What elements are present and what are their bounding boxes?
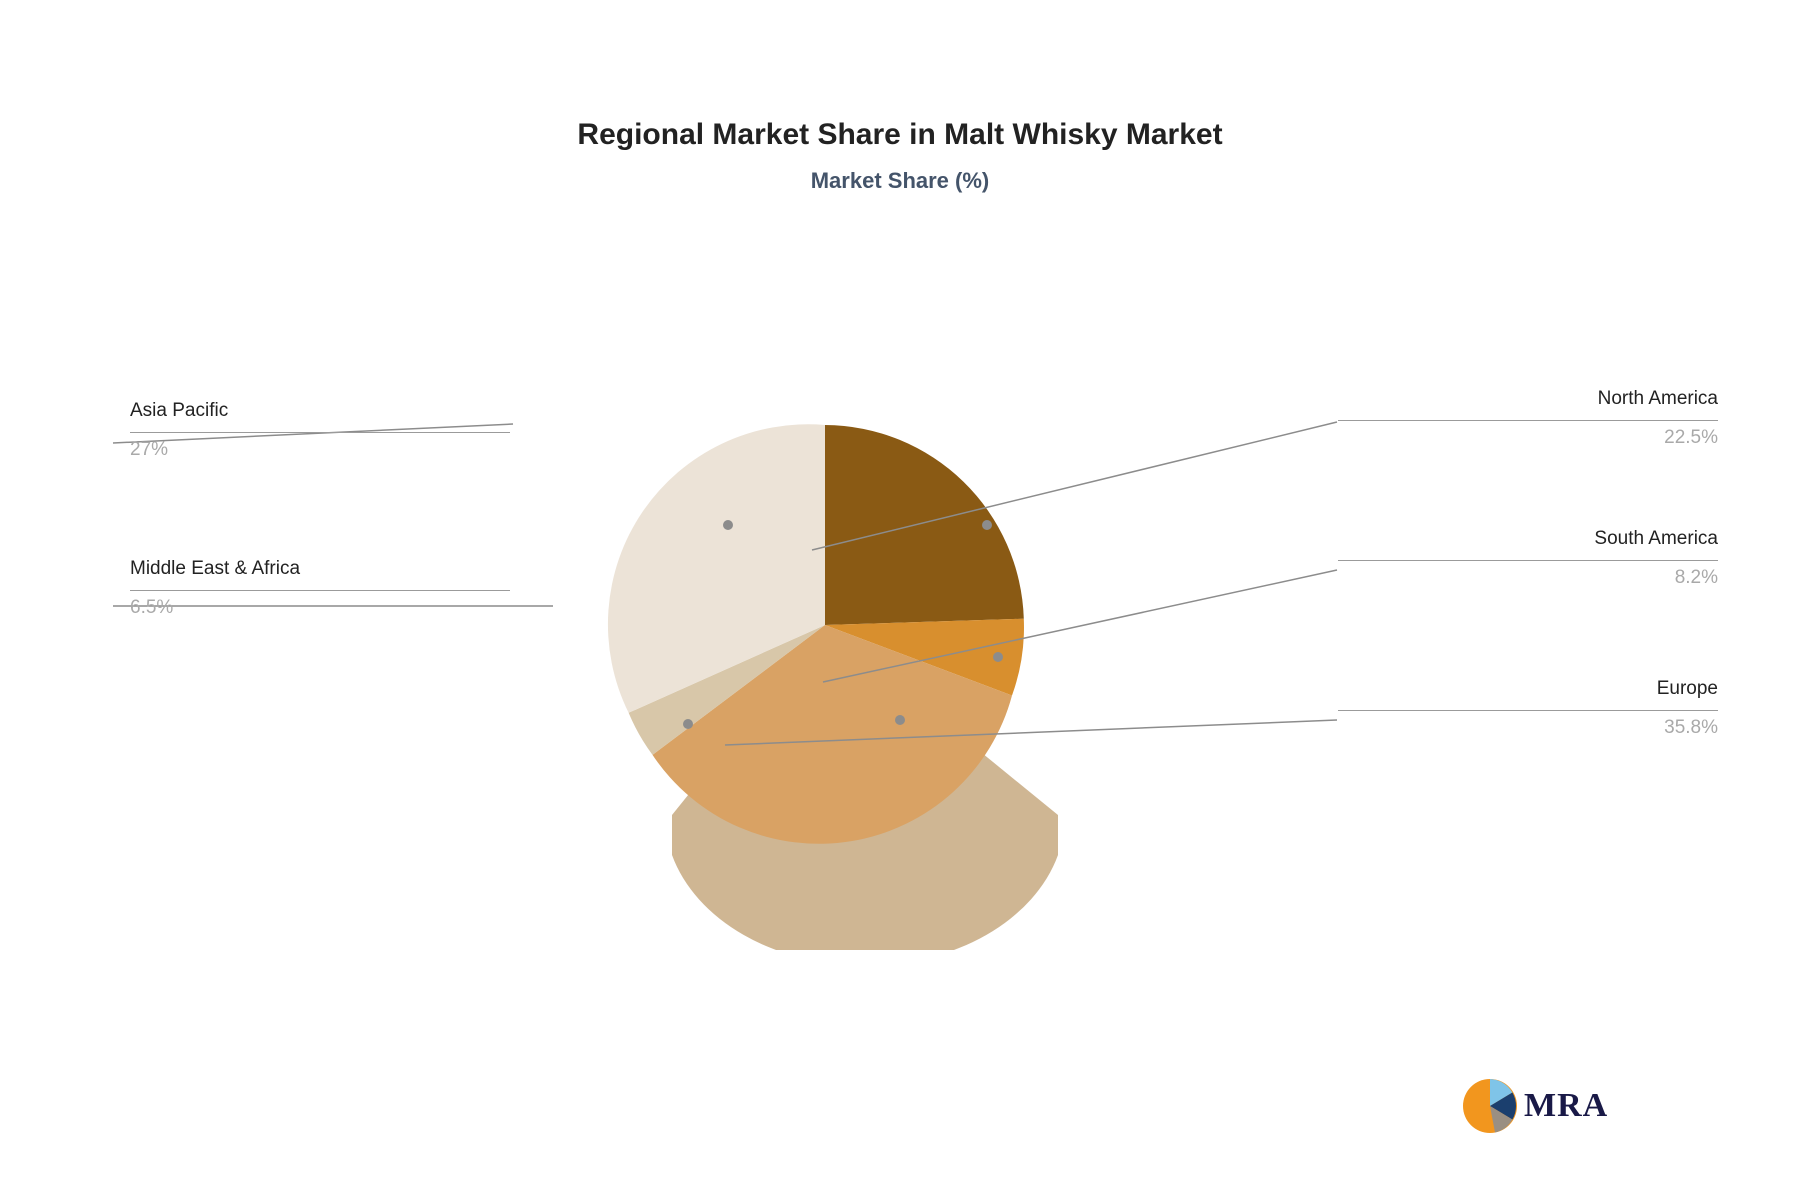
chart-subtitle: Market Share (%): [0, 168, 1800, 194]
pie-chart-svg-wrap: [500, 300, 1150, 950]
label-north-america: North America 22.5%: [1338, 388, 1718, 449]
chart-title: Regional Market Share in Malt Whisky Mar…: [0, 118, 1800, 152]
label-south-america: South America 8.2%: [1338, 528, 1718, 589]
mra-logo: MRA: [1462, 1078, 1608, 1134]
label-asia-pacific: Asia Pacific 27%: [130, 400, 510, 461]
pie-chart-container: Regional Market Share in Malt Whisky Mar…: [0, 0, 1800, 1196]
label-europe: Europe 35.8%: [1338, 678, 1718, 739]
label-middle-east-africa: Middle East & Africa 6.5%: [130, 558, 510, 619]
mra-pie-icon: [1462, 1078, 1518, 1134]
